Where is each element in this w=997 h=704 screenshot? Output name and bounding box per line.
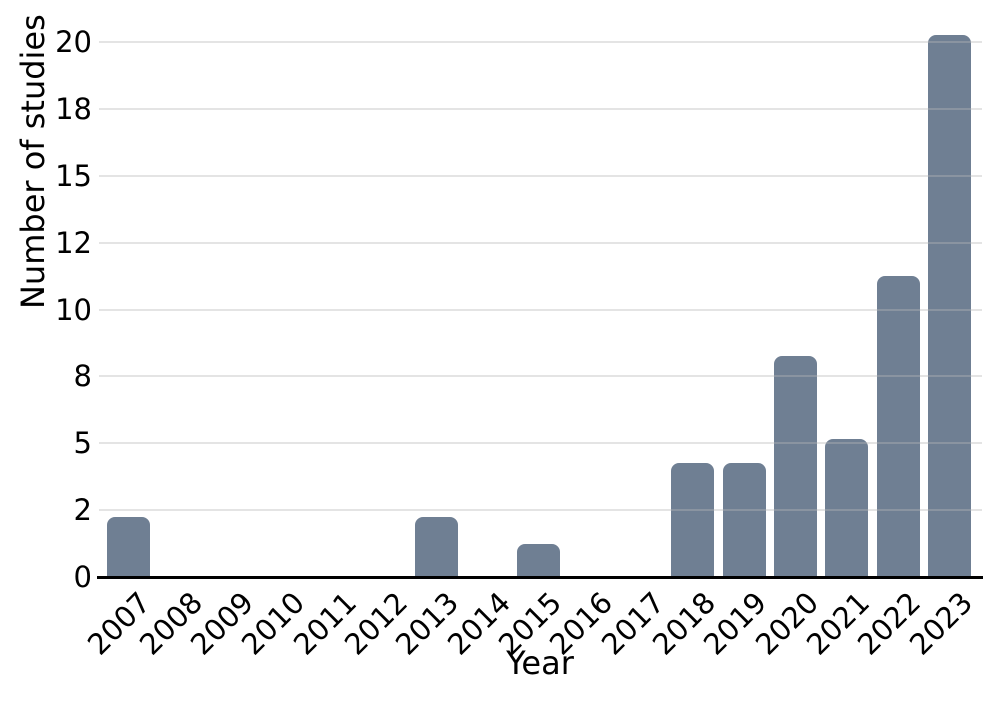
x-axis-title: Year xyxy=(506,644,574,682)
bar-2018 xyxy=(671,463,715,577)
gridline-y-18 xyxy=(99,107,982,110)
bar-2007 xyxy=(106,516,150,577)
bar-2022 xyxy=(876,276,920,577)
gridline-y-20 xyxy=(99,41,982,43)
gridline-y-5 xyxy=(99,442,982,445)
y-tick-label-0: 0 xyxy=(73,560,92,594)
y-tick-label-15: 15 xyxy=(55,158,92,193)
y-tick-label-8: 8 xyxy=(73,359,92,394)
y-tick-label-12: 12 xyxy=(55,225,92,260)
y-tick-label-20: 20 xyxy=(55,25,92,59)
bar-2020 xyxy=(773,356,817,577)
gridline-y-2 xyxy=(99,509,982,512)
y-tick-label-5: 5 xyxy=(73,426,92,461)
gridline-y-15 xyxy=(99,174,982,177)
bar-2021 xyxy=(825,438,869,577)
gridline-y-10 xyxy=(99,308,982,311)
x-axis-line xyxy=(97,576,983,579)
bar-2013 xyxy=(414,516,458,577)
y-tick-label-10: 10 xyxy=(55,292,92,327)
gridline-y-12 xyxy=(99,241,982,244)
bar-2019 xyxy=(722,463,766,577)
y-tick-label-18: 18 xyxy=(55,91,92,126)
y-tick-label-2: 2 xyxy=(73,493,92,528)
bar-2023 xyxy=(927,35,971,577)
bar-2015 xyxy=(517,543,561,577)
gridline-y-8 xyxy=(99,375,982,378)
plot-area xyxy=(97,35,983,579)
